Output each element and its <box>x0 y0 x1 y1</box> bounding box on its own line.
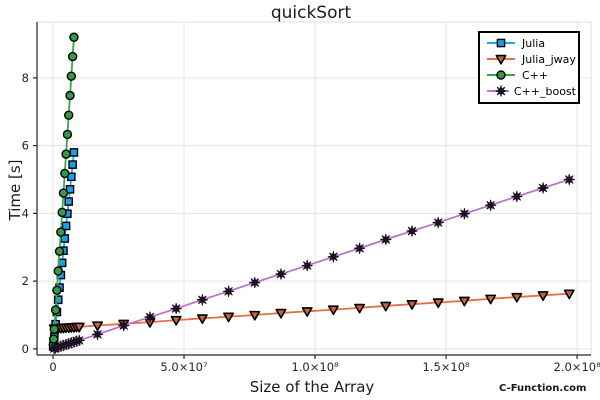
marker-triangle-down-icon <box>563 289 575 300</box>
marker-triangle-down-icon <box>380 301 392 312</box>
marker-triangle-down-icon <box>223 312 235 323</box>
series-c-boost <box>48 173 575 355</box>
legend-item-c: C++ <box>485 67 576 83</box>
marker-circle-icon <box>49 324 59 334</box>
marker-star-icon <box>511 190 523 203</box>
marker-circle-icon <box>62 129 73 140</box>
marker-star-icon <box>380 233 392 246</box>
marker-circle-icon <box>58 188 69 198</box>
marker-circle-icon <box>57 207 67 218</box>
marker-circle-icon <box>50 305 61 315</box>
marker-star-icon <box>458 208 471 220</box>
marker-star-icon <box>484 199 497 211</box>
marker-star-icon <box>73 334 85 347</box>
marker-circle-icon <box>54 246 65 257</box>
legend-label: Julia_jway <box>522 52 576 66</box>
marker-triangle-down-icon <box>275 308 287 319</box>
marker-circle-icon <box>60 168 70 179</box>
marker-triangle-down-icon <box>73 322 85 333</box>
marker-square-icon <box>64 197 74 206</box>
marker-star-icon <box>327 251 340 263</box>
marker-star-icon <box>353 242 366 254</box>
marker-triangle-down-icon <box>511 292 523 303</box>
marker-star-icon <box>170 302 182 315</box>
marker-triangle-down-icon <box>327 305 339 316</box>
marker-square-icon <box>69 148 79 157</box>
marker-circle-icon <box>48 334 59 344</box>
legend-item-julia: Julia <box>485 35 576 51</box>
series-julia-jway <box>48 289 575 335</box>
marker-triangle-down-icon <box>495 54 507 65</box>
marker-square-icon <box>61 221 71 231</box>
x-tick-label: 5.0×10⁷ <box>160 360 208 374</box>
marker-star-icon <box>406 225 418 237</box>
legend-box: Julia Julia_jway C++ C++_boost <box>478 31 580 104</box>
marker-triangle-down-icon <box>196 314 208 325</box>
marker-circle-icon <box>53 266 63 276</box>
marker-triangle-down-icon <box>301 307 313 317</box>
marker-triangle-down-icon <box>485 294 497 305</box>
marker-circle-icon <box>67 51 78 62</box>
marker-circle-icon <box>56 227 66 237</box>
x-tick-label: 2.0×10⁸ <box>554 360 600 374</box>
y-tick-label: 0 <box>22 342 29 356</box>
axes: 0 5.0×10⁷ 1.0×10⁸ 1.5×10⁸ 2.0×10⁸ 0 2 4 6 8 <box>22 22 600 374</box>
marker-star-icon <box>275 268 287 280</box>
marker-star-icon <box>118 319 130 332</box>
series-c <box>48 32 79 350</box>
marker-circle-icon <box>66 71 77 81</box>
chart-title: quickSort <box>270 3 352 23</box>
marker-circle-icon <box>65 90 75 101</box>
legend-item-julia-jway: Julia_jway <box>485 51 576 67</box>
marker-triangle-down-icon <box>249 310 261 321</box>
x-axis-label: Size of the Array <box>249 378 375 396</box>
marker-square-icon <box>68 160 77 169</box>
legend-sample-julia <box>487 38 515 48</box>
y-tick-label: 4 <box>22 206 29 220</box>
y-tick-label: 6 <box>22 139 29 153</box>
marker-square-icon <box>53 295 63 305</box>
marker-star-icon <box>144 311 156 323</box>
marker-star-icon <box>495 85 507 97</box>
legend-label: C++ <box>522 68 549 82</box>
marker-circle-icon <box>69 32 79 42</box>
legend-label: C++_boost <box>513 84 576 98</box>
marker-star-icon <box>91 328 104 341</box>
x-tick-label: 1.5×10⁸ <box>422 360 470 374</box>
legend-label: Julia <box>522 36 546 50</box>
marker-circle-icon <box>61 149 71 159</box>
marker-circle-icon <box>64 110 74 120</box>
marker-triangle-down-icon <box>170 315 182 326</box>
marker-star-icon <box>249 276 261 289</box>
marker-circle-icon <box>496 70 506 80</box>
y-tick-label: 8 <box>22 71 29 85</box>
marker-square-icon <box>496 38 506 48</box>
marker-star-icon <box>432 216 444 229</box>
marker-triangle-down-icon <box>458 296 470 307</box>
legend-sample-c-boost <box>487 85 509 97</box>
marker-triangle-down-icon <box>92 321 104 332</box>
watermark: C-Function.com <box>499 383 587 394</box>
marker-triangle-down-icon <box>432 298 444 309</box>
marker-circle-icon <box>52 285 62 295</box>
marker-star-icon <box>301 259 313 272</box>
x-tick-label: 0 <box>49 360 56 374</box>
legend-sample-c <box>487 70 515 80</box>
marker-triangle-down-icon <box>406 299 418 310</box>
y-tick-label: 2 <box>22 274 29 288</box>
marker-star-icon <box>196 294 209 306</box>
legend-sample-julia-jway <box>487 54 515 65</box>
legend-item-c-boost: C++_boost <box>485 83 576 99</box>
x-tick-label: 1.0×10⁸ <box>291 360 339 374</box>
marker-square-icon <box>65 185 75 194</box>
marker-star-icon <box>222 285 235 298</box>
marker-triangle-down-icon <box>354 303 366 314</box>
marker-star-icon <box>537 182 549 194</box>
marker-triangle-down-icon <box>537 291 549 301</box>
marker-star-icon <box>563 173 575 186</box>
